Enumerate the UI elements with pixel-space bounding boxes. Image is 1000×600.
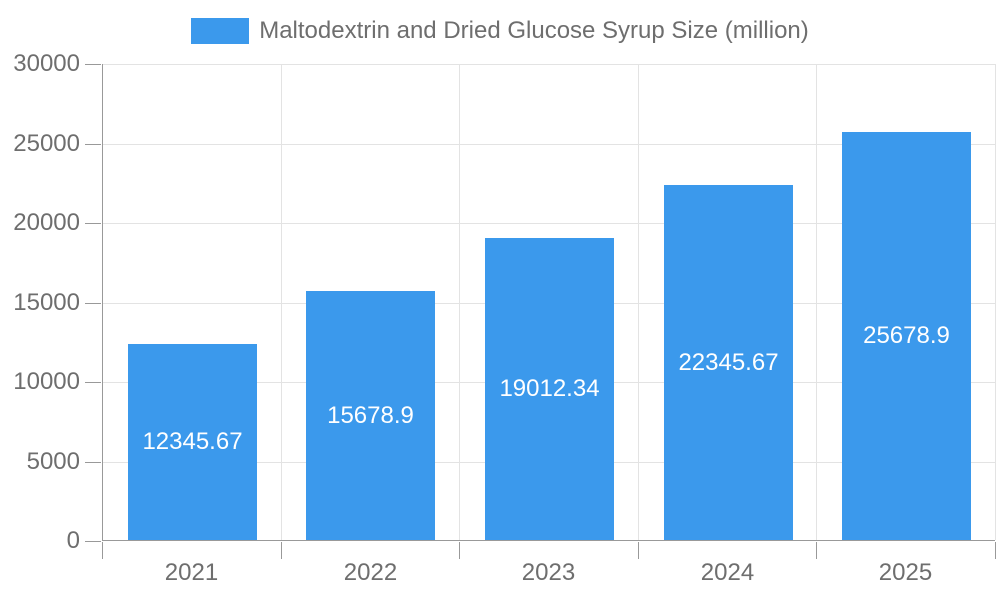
x-axis-label: 2022 (343, 559, 398, 586)
y-axis-label: 15000 (13, 289, 80, 316)
y-axis-label: 10000 (13, 368, 80, 395)
y-tick-mark (85, 223, 101, 224)
y-tick-mark (85, 462, 101, 463)
bar[interactable]: 19012.34 (485, 238, 614, 540)
bar-value-label: 19012.34 (499, 375, 600, 402)
y-tick-mark (85, 64, 101, 65)
y-axis-label: 0 (66, 527, 80, 554)
x-tick-mark (102, 542, 103, 559)
grid-line-v (816, 64, 817, 540)
bar-value-label: 12345.67 (142, 428, 243, 455)
grid-line-h (103, 144, 995, 145)
bar[interactable]: 15678.9 (306, 291, 435, 540)
grid-line-v (995, 64, 996, 540)
x-axis-label: 2024 (700, 559, 755, 586)
x-tick-mark (638, 542, 639, 559)
y-axis-label: 25000 (13, 130, 80, 157)
bar[interactable]: 22345.67 (664, 185, 793, 540)
y-tick-mark (85, 541, 101, 542)
grid-line-v (459, 64, 460, 540)
x-tick-mark (995, 542, 996, 559)
x-tick-mark (459, 542, 460, 559)
plot-area: 12345.67 15678.9 19012.34 22345.67 25678.9 (102, 64, 996, 541)
grid-line-v (638, 64, 639, 540)
legend-label: Maltodextrin and Dried Glucose Syrup Siz… (259, 17, 809, 44)
bar-value-label: 25678.9 (863, 322, 950, 349)
y-axis-label: 20000 (13, 209, 80, 236)
bar-value-label: 22345.67 (678, 348, 779, 376)
y-tick-mark (85, 382, 101, 383)
x-axis-label: 2021 (164, 559, 219, 586)
x-tick-mark (816, 542, 817, 559)
bar[interactable]: 12345.67 (128, 344, 257, 540)
x-tick-mark (281, 542, 282, 559)
grid-line-h (103, 223, 995, 224)
bar-value-label: 15678.9 (327, 401, 414, 429)
x-axis-label: 2025 (878, 559, 933, 586)
bar[interactable]: 25678.9 (842, 132, 971, 540)
x-axis-label: 2023 (521, 559, 576, 586)
y-axis-label: 5000 (26, 448, 80, 475)
grid-line-h (103, 64, 995, 65)
y-tick-mark (85, 303, 101, 304)
y-axis-label: 30000 (13, 50, 80, 77)
legend-item[interactable]: Maltodextrin and Dried Glucose Syrup Siz… (191, 17, 809, 45)
y-tick-mark (85, 144, 101, 145)
grid-line-v (281, 64, 282, 540)
legend-swatch-icon (191, 18, 250, 44)
legend: Maltodextrin and Dried Glucose Syrup Siz… (0, 14, 1000, 48)
